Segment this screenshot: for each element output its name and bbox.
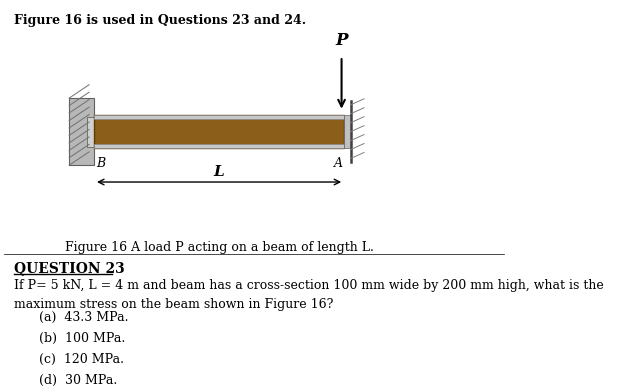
Text: QUESTION 23: QUESTION 23 (14, 261, 125, 275)
FancyBboxPatch shape (87, 116, 97, 147)
Text: (b)  100 MPa.: (b) 100 MPa. (39, 332, 125, 345)
FancyBboxPatch shape (94, 115, 344, 149)
Text: B: B (97, 157, 105, 170)
Text: (c)  120 MPa.: (c) 120 MPa. (39, 353, 124, 366)
FancyBboxPatch shape (69, 98, 94, 165)
FancyBboxPatch shape (344, 115, 351, 149)
Text: (a)  43.3 MPa.: (a) 43.3 MPa. (39, 311, 129, 324)
FancyBboxPatch shape (94, 115, 344, 119)
Text: A: A (334, 157, 343, 170)
Text: Figure 16 is used in Questions 23 and 24.: Figure 16 is used in Questions 23 and 24… (14, 14, 306, 27)
Text: L: L (214, 165, 225, 179)
Text: If P= 5 kN, L = 4 m and beam has a cross-section 100 mm wide by 200 mm high, wha: If P= 5 kN, L = 4 m and beam has a cross… (14, 279, 604, 311)
Text: (d)  30 MPa.: (d) 30 MPa. (39, 373, 117, 387)
FancyBboxPatch shape (94, 144, 344, 149)
Text: Figure 16 A load P acting on a beam of length L.: Figure 16 A load P acting on a beam of l… (65, 241, 374, 254)
Text: P: P (335, 33, 348, 50)
